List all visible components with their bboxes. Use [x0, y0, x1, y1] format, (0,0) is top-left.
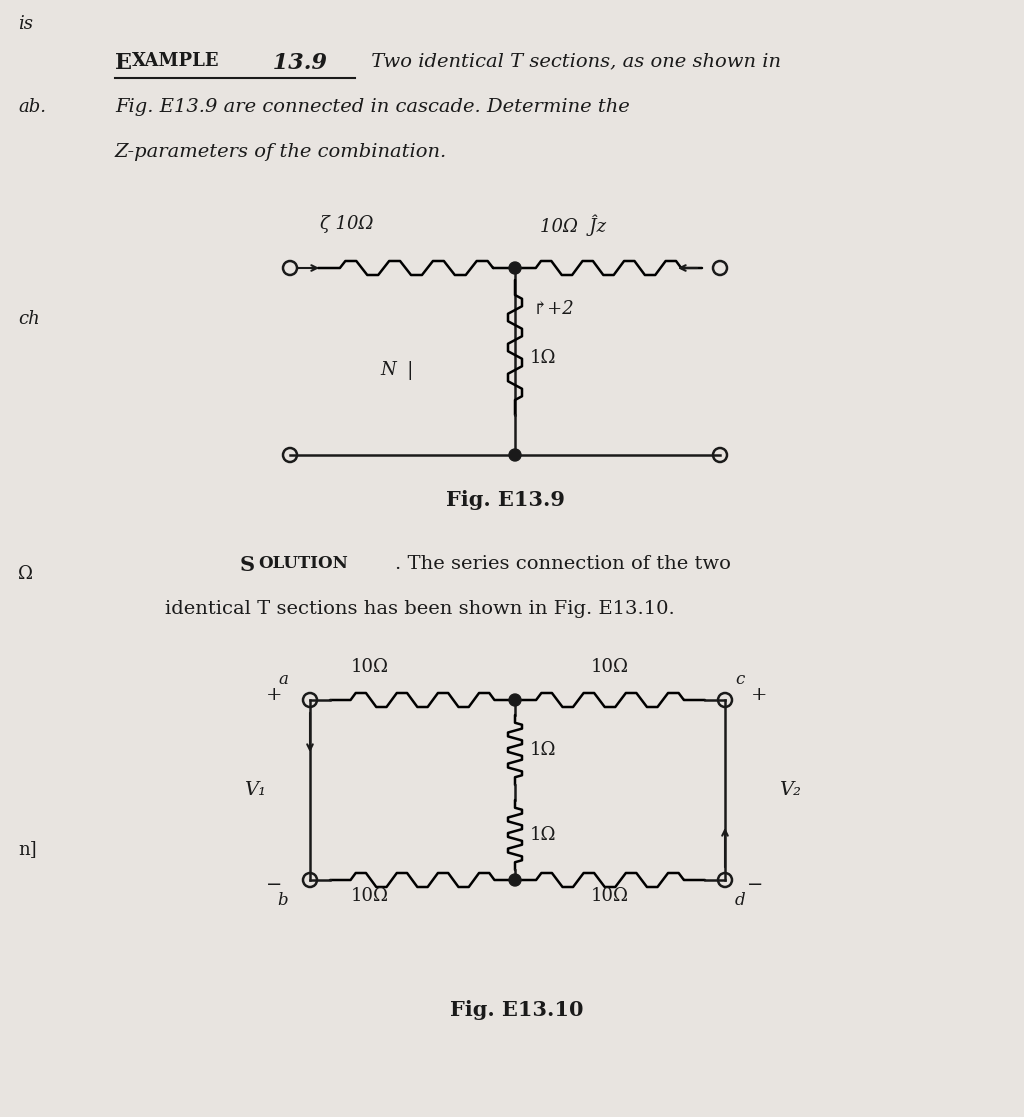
Text: −: − [265, 876, 282, 894]
Text: +: + [751, 686, 768, 704]
Circle shape [509, 694, 521, 706]
Text: ch: ch [18, 311, 40, 328]
Text: a: a [279, 671, 288, 688]
Text: ζ 10Ω: ζ 10Ω [319, 214, 374, 233]
Text: identical T sections has been shown in Fig. E13.10.: identical T sections has been shown in F… [165, 600, 675, 618]
Text: V₂: V₂ [779, 781, 801, 799]
Text: . The series connection of the two: . The series connection of the two [395, 555, 731, 573]
Text: d: d [735, 892, 745, 909]
Text: ab.: ab. [18, 98, 46, 116]
Text: E: E [115, 52, 132, 74]
Text: 1Ω: 1Ω [530, 349, 556, 367]
Text: 10Ω: 10Ω [351, 658, 389, 676]
Circle shape [509, 262, 521, 274]
Text: 1Ω: 1Ω [530, 825, 556, 844]
Text: Ν  |: Ν | [380, 361, 414, 380]
Text: +: + [265, 686, 282, 704]
Text: Ω: Ω [18, 565, 33, 583]
Text: 10Ω: 10Ω [591, 658, 629, 676]
Text: V₁: V₁ [244, 781, 266, 799]
Text: −: − [746, 876, 763, 894]
Text: Fig. E13.9 are connected in cascade. Determine the: Fig. E13.9 are connected in cascade. Det… [115, 98, 630, 116]
Text: XAMPLE: XAMPLE [132, 52, 219, 70]
Text: ↱+2: ↱+2 [534, 300, 574, 318]
Text: Fig. E13.10: Fig. E13.10 [451, 1000, 584, 1020]
Text: b: b [278, 892, 288, 909]
Text: Z-parameters of the combination.: Z-parameters of the combination. [115, 143, 447, 161]
Circle shape [509, 873, 521, 886]
Text: 13.9: 13.9 [265, 52, 327, 74]
Text: c: c [735, 671, 744, 688]
Text: n]: n] [18, 840, 37, 858]
Text: 10Ω: 10Ω [591, 887, 629, 905]
Text: is: is [18, 15, 33, 34]
Text: Fig. E13.9: Fig. E13.9 [445, 490, 564, 510]
Text: 1Ω: 1Ω [530, 741, 556, 758]
Text: 10Ω  Ĵz: 10Ω Ĵz [540, 214, 606, 237]
Text: 10Ω: 10Ω [351, 887, 389, 905]
Text: Two identical T sections, as one shown in: Two identical T sections, as one shown i… [365, 52, 781, 70]
Text: OLUTION: OLUTION [258, 555, 348, 572]
Text: S: S [240, 555, 255, 575]
Circle shape [509, 449, 521, 461]
